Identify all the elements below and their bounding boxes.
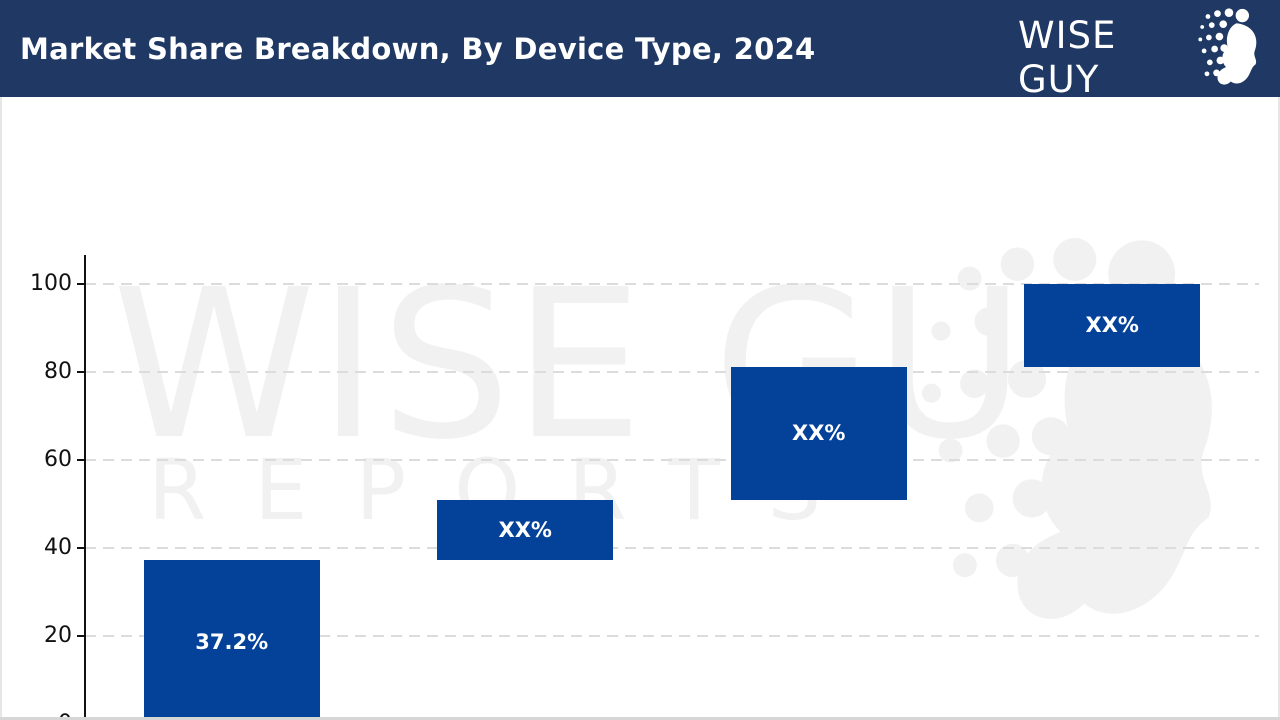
y-axis-tick [77,371,85,373]
gridline [85,547,1259,549]
page-title: Market Share Breakdown, By Device Type, … [20,31,816,66]
right-border [1278,97,1280,720]
gridline [85,459,1259,461]
left-border [0,97,2,720]
y-axis-tick [77,459,85,461]
bar-value-label: XX% [792,421,846,446]
brand-logo-subtext: REPORTS [1042,98,1180,115]
y-axis-tick-label: 80 [44,359,72,384]
brand-logo-text: WISE GUY [1018,14,1117,102]
bar-value-label: XX% [498,517,552,542]
gridline [85,371,1259,373]
chart-plot-area: 02040608010037.2%PacemakersXX%Monitoring… [0,97,1280,720]
y-axis-tick [77,283,85,285]
bar: XX% [1024,284,1201,367]
bar: XX% [437,499,614,561]
y-axis-tick-label: 40 [44,535,72,560]
wiseguy-head-icon [1198,8,1257,85]
y-axis [84,255,86,720]
gridline [85,635,1259,637]
brand-logo: WISE GUY REPORTS [1018,6,1264,115]
bar-value-label: 37.2% [195,630,269,655]
y-axis-tick [77,635,85,637]
bar-value-label: XX% [1085,313,1139,338]
y-axis-tick-label: 20 [44,623,72,648]
brand-logo-row: WISE GUY [1018,6,1264,103]
y-axis-tick-label: 60 [44,447,72,472]
bar: 37.2% [143,560,320,720]
bottom-border [0,717,1280,720]
y-axis-tick-label: 0 [12,711,72,720]
y-axis-tick-label: 100 [30,271,72,296]
y-axis-tick [77,547,85,549]
gridline [85,283,1259,285]
bar: XX% [730,366,907,500]
header-bar: Market Share Breakdown, By Device Type, … [0,0,1280,115]
watermark-text: WISE GUY [112,245,1156,485]
